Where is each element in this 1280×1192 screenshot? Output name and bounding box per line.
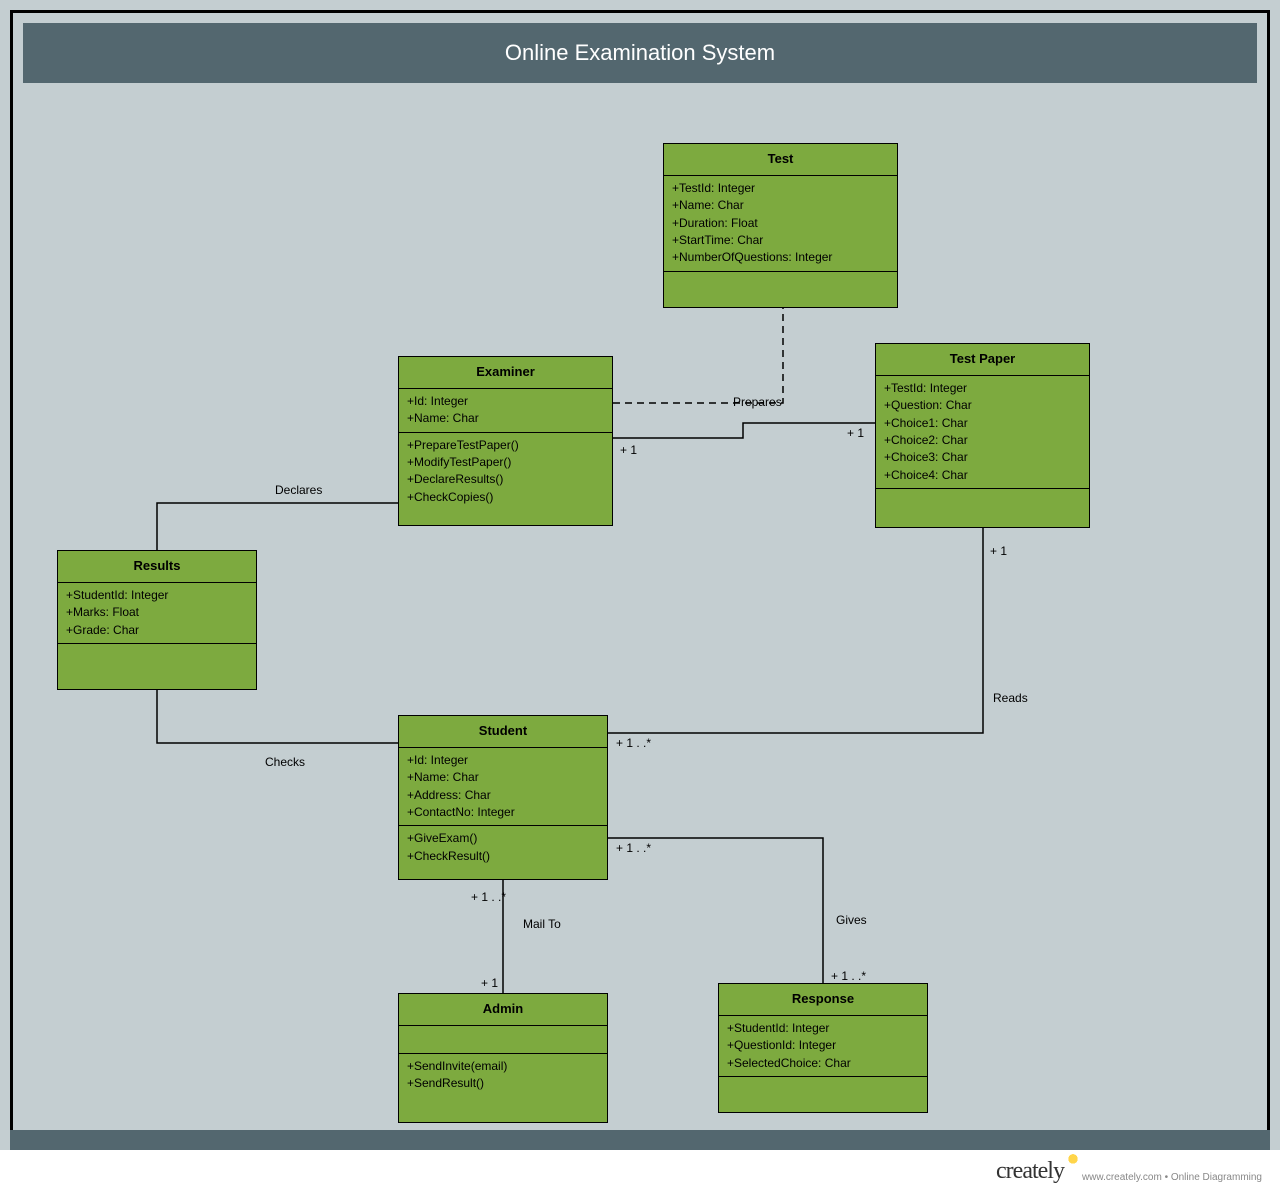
attribute: +Name: Char	[672, 197, 889, 214]
operation: +ModifyTestPaper()	[407, 454, 604, 471]
class-name: Response	[719, 984, 927, 1015]
class-attributes: +TestId: Integer+Question: Char+Choice1:…	[876, 375, 1089, 488]
class-operations: +SendInvite(email)+SendResult()	[399, 1053, 607, 1097]
edge-label: Prepares	[733, 395, 782, 409]
attribute: +Choice1: Char	[884, 415, 1081, 432]
class-attributes: +Id: Integer+Name: Char	[399, 388, 612, 432]
class-response: Response+StudentId: Integer+QuestionId: …	[718, 983, 928, 1113]
attribute: +Choice2: Char	[884, 432, 1081, 449]
edge-label: Reads	[993, 691, 1028, 705]
operation: +CheckCopies()	[407, 489, 604, 506]
attribute: +Grade: Char	[66, 622, 248, 639]
attribute: +Id: Integer	[407, 752, 599, 769]
attribute: +TestId: Integer	[672, 180, 889, 197]
diagram-title: Online Examination System	[505, 40, 775, 66]
operation: +SendResult()	[407, 1075, 599, 1092]
operation: +CheckResult()	[407, 848, 599, 865]
attribute: +Duration: Float	[672, 215, 889, 232]
footer-tagline: www.creately.com • Online Diagramming	[1082, 1172, 1262, 1183]
attribute: +StudentId: Integer	[66, 587, 248, 604]
attribute: +TestId: Integer	[884, 380, 1081, 397]
title-bar: Online Examination System	[23, 23, 1257, 83]
attribute: +Choice4: Char	[884, 467, 1081, 484]
edge-examiner-results	[157, 503, 398, 550]
diagram-canvas: Test+TestId: Integer+Name: Char+Duration…	[23, 83, 1257, 1147]
inner-border: Online Examination System Test+TestId: I…	[10, 10, 1270, 1150]
attribute: +Marks: Float	[66, 604, 248, 621]
class-attributes: +StudentId: Integer+QuestionId: Integer+…	[719, 1015, 927, 1076]
edge-examiner-testpaper	[613, 423, 875, 438]
attribute: +Address: Char	[407, 787, 599, 804]
class-testpaper: Test Paper+TestId: Integer+Question: Cha…	[875, 343, 1090, 528]
multiplicity: + 1 . .*	[616, 841, 651, 855]
edge-label: Mail To	[523, 917, 561, 931]
attribute: +Name: Char	[407, 769, 599, 786]
edge-student-response	[608, 838, 823, 983]
class-operations	[876, 488, 1089, 516]
class-operations: +PrepareTestPaper()+ModifyTestPaper()+De…	[399, 432, 612, 511]
class-test: Test+TestId: Integer+Name: Char+Duration…	[663, 143, 898, 308]
attribute: +Id: Integer	[407, 393, 604, 410]
class-name: Admin	[399, 994, 607, 1025]
operation: +GiveExam()	[407, 830, 599, 847]
bulb-icon	[1068, 1154, 1078, 1168]
diagram-frame: Online Examination System Test+TestId: I…	[0, 0, 1280, 1192]
attribute: +StartTime: Char	[672, 232, 889, 249]
attribute: +Name: Char	[407, 410, 604, 427]
class-attributes: +Id: Integer+Name: Char+Address: Char+Co…	[399, 747, 607, 826]
class-name: Student	[399, 716, 607, 747]
class-name: Test	[664, 144, 897, 175]
attribute: +Choice3: Char	[884, 449, 1081, 466]
attribute: +StudentId: Integer	[727, 1020, 919, 1037]
class-attributes: +StudentId: Integer+Marks: Float+Grade: …	[58, 582, 256, 643]
class-student: Student+Id: Integer+Name: Char+Address: …	[398, 715, 608, 880]
class-name: Test Paper	[876, 344, 1089, 375]
class-operations	[58, 643, 256, 671]
class-operations: +GiveExam()+CheckResult()	[399, 825, 607, 869]
multiplicity: + 1	[847, 426, 864, 440]
class-attributes	[399, 1025, 607, 1053]
multiplicity: + 1	[990, 544, 1007, 558]
attribute: +ContactNo: Integer	[407, 804, 599, 821]
class-operations	[664, 271, 897, 299]
class-attributes: +TestId: Integer+Name: Char+Duration: Fl…	[664, 175, 897, 271]
operation: +SendInvite(email)	[407, 1058, 599, 1075]
operation: +PrepareTestPaper()	[407, 437, 604, 454]
attribute: +SelectedChoice: Char	[727, 1055, 919, 1072]
class-operations	[719, 1076, 927, 1104]
multiplicity: + 1 . .*	[831, 969, 866, 983]
class-results: Results+StudentId: Integer+Marks: Float+…	[57, 550, 257, 690]
edge-label: Declares	[275, 483, 322, 497]
edge-label: Gives	[836, 913, 867, 927]
edge-student-testpaper	[608, 528, 983, 733]
class-examiner: Examiner+Id: Integer+Name: Char+PrepareT…	[398, 356, 613, 526]
brand-logo: creately	[996, 1158, 1064, 1185]
multiplicity: + 1 . .*	[471, 890, 506, 904]
footer: creately www.creately.com • Online Diagr…	[0, 1150, 1280, 1192]
bottom-strip	[10, 1130, 1270, 1150]
attribute: +NumberOfQuestions: Integer	[672, 249, 889, 266]
edge-label: Checks	[265, 755, 305, 769]
class-admin: Admin +SendInvite(email)+SendResult()	[398, 993, 608, 1123]
attribute: +QuestionId: Integer	[727, 1037, 919, 1054]
multiplicity: + 1	[481, 976, 498, 990]
multiplicity: + 1 . .*	[616, 736, 651, 750]
class-name: Results	[58, 551, 256, 582]
edge-examiner-test-dep	[613, 308, 783, 403]
attribute: +Question: Char	[884, 397, 1081, 414]
multiplicity: + 1	[620, 443, 637, 457]
operation: +DeclareResults()	[407, 471, 604, 488]
edge-student-results	[157, 690, 398, 743]
class-name: Examiner	[399, 357, 612, 388]
